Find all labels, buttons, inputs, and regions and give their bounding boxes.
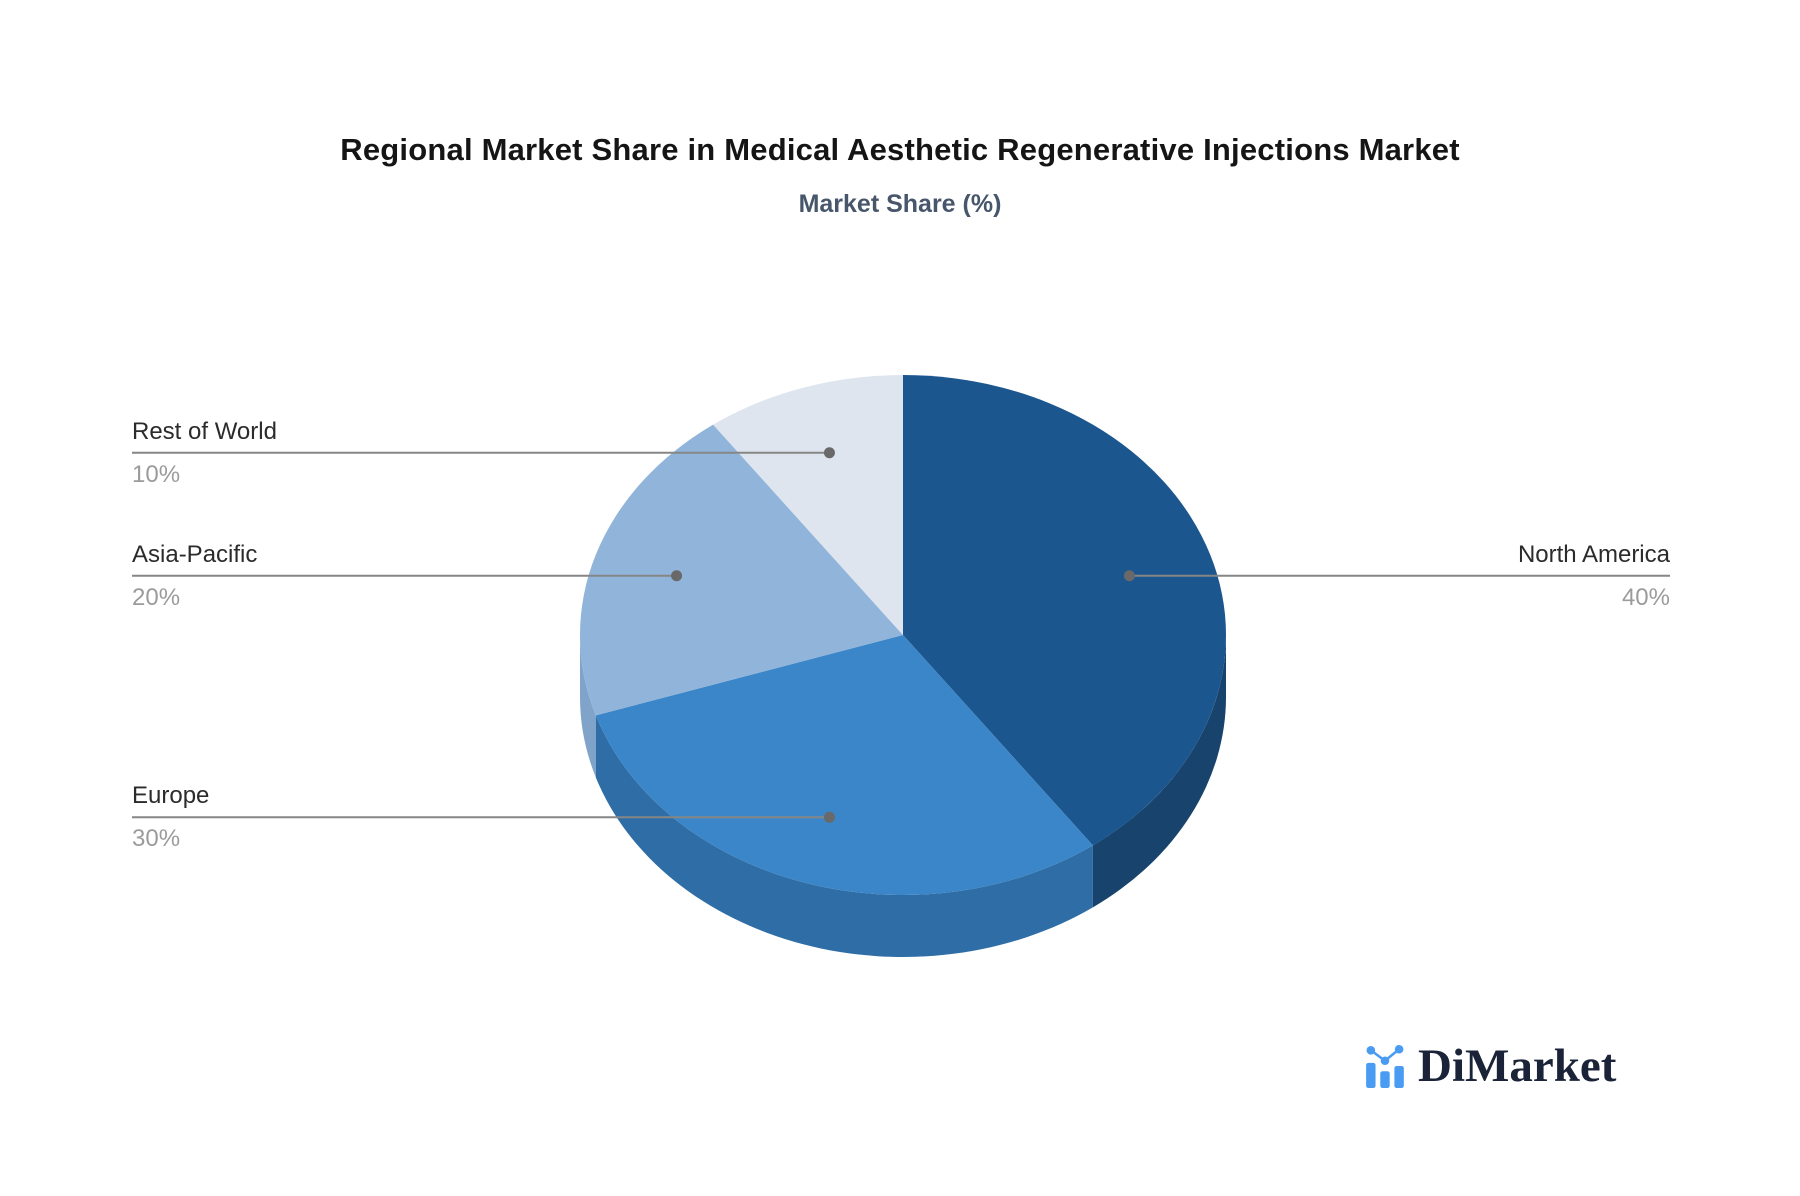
slice-name: Rest of World xyxy=(132,417,277,445)
slice-name: North America xyxy=(1517,540,1670,568)
pie-slice-rest-of-world xyxy=(713,375,903,635)
pie-slice-side xyxy=(580,635,596,778)
chart-title: Regional Market Share in Medical Aesthet… xyxy=(340,132,1460,167)
slice-percent: 30% xyxy=(132,825,181,853)
pie-slice-asia-pacific xyxy=(580,424,903,716)
pie-slice-europe xyxy=(595,635,1093,895)
leader-dot xyxy=(671,570,683,582)
label-rest-of-world: Rest of World 10% xyxy=(132,418,277,489)
slice-percent: 20% xyxy=(132,583,181,611)
brand-logo: DiMarket xyxy=(1366,1040,1617,1092)
leader-dot xyxy=(823,447,835,459)
brand-name: DiMarket xyxy=(1418,1040,1617,1092)
slice-name: Europe xyxy=(132,782,210,810)
leader-dot xyxy=(1123,570,1135,582)
bar-line-chart-icon xyxy=(1366,1044,1404,1088)
pie-slice-side xyxy=(595,715,1093,957)
slice-name: Asia-Pacific xyxy=(132,540,258,568)
pie-slice-north-america xyxy=(903,375,1226,846)
label-north-america: North America 40% xyxy=(1518,541,1670,612)
pie-slice-side xyxy=(1092,635,1226,908)
chart-subtitle: Market Share (%) xyxy=(798,190,1002,218)
label-asia-pacific: Asia-Pacific 20% xyxy=(132,541,257,612)
label-europe: Europe 30% xyxy=(132,782,209,853)
slice-percent: 40% xyxy=(1621,583,1670,611)
leader-dot xyxy=(823,811,835,823)
slice-percent: 10% xyxy=(132,460,181,488)
